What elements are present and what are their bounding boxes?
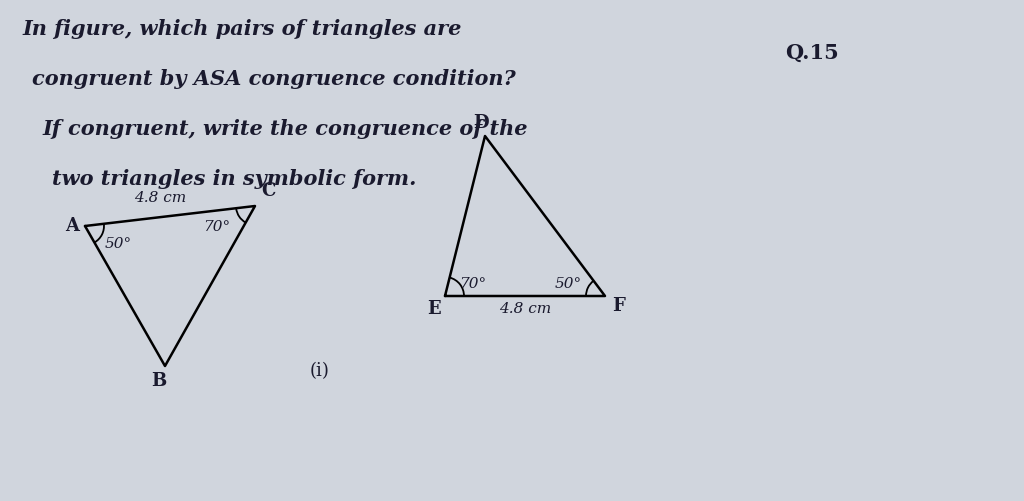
Text: C: C bbox=[261, 182, 275, 200]
Text: 70°: 70° bbox=[203, 220, 230, 234]
Text: 50°: 50° bbox=[105, 237, 132, 251]
Text: If congruent, write the congruence of the: If congruent, write the congruence of th… bbox=[42, 119, 527, 139]
Text: B: B bbox=[152, 372, 167, 390]
Text: congruent by ASA congruence condition?: congruent by ASA congruence condition? bbox=[32, 69, 516, 89]
Text: F: F bbox=[612, 297, 625, 315]
Text: 70°: 70° bbox=[459, 277, 486, 291]
Text: 4.8 cm: 4.8 cm bbox=[134, 191, 186, 205]
Text: D: D bbox=[473, 114, 488, 132]
Text: In figure, which pairs of triangles are: In figure, which pairs of triangles are bbox=[22, 19, 462, 39]
Text: 50°: 50° bbox=[555, 277, 582, 291]
Text: E: E bbox=[427, 300, 440, 318]
Text: two triangles in symbolic form.: two triangles in symbolic form. bbox=[52, 169, 417, 189]
Text: A: A bbox=[65, 217, 79, 235]
Text: (i): (i) bbox=[310, 362, 330, 380]
Text: 4.8 cm: 4.8 cm bbox=[499, 302, 551, 316]
Text: Q.15: Q.15 bbox=[785, 43, 839, 63]
